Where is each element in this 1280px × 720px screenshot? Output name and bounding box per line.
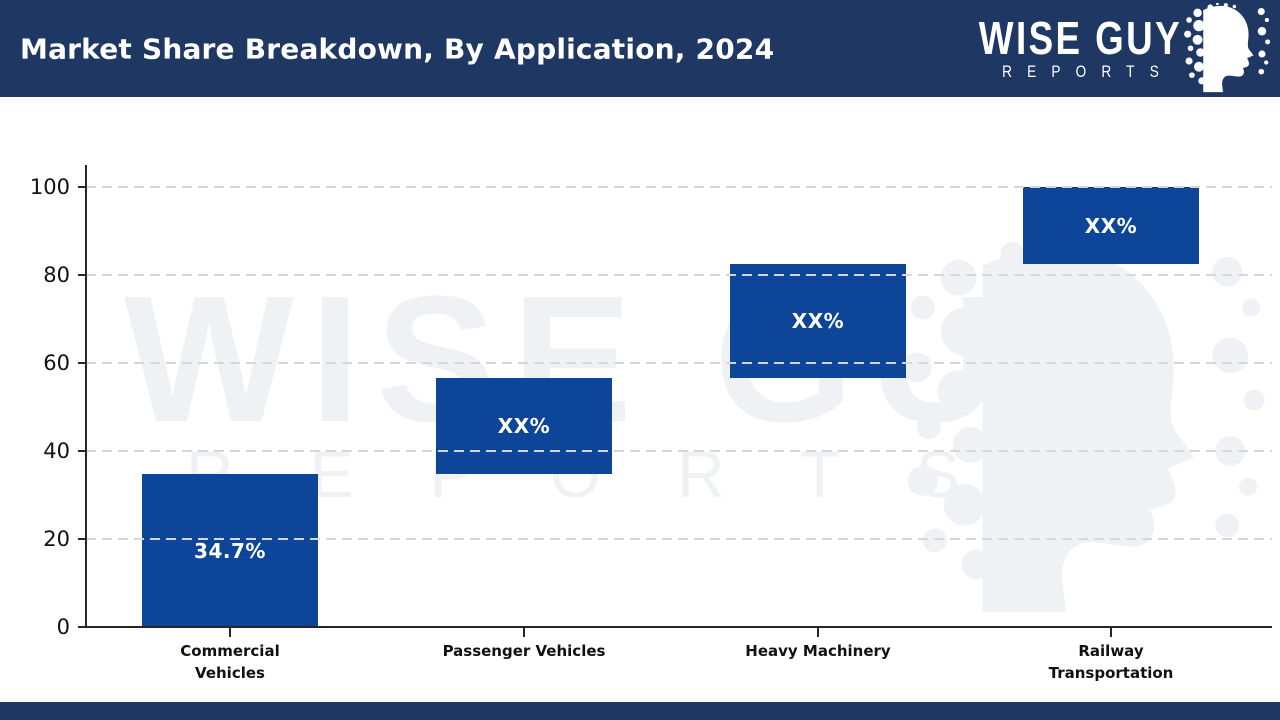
bar-value-label: XX% <box>1084 213 1138 238</box>
y-tick-mark <box>78 186 86 188</box>
bar-segment: XX% <box>1023 187 1199 264</box>
bar-segment: 34.7% <box>142 474 318 627</box>
gridline-80 <box>86 274 1272 276</box>
watermark-face-icon <box>901 236 1265 613</box>
y-tick-label: 80 <box>43 263 70 287</box>
chart-title: Market Share Breakdown, By Application, … <box>20 32 775 65</box>
logo-face-icon <box>1184 2 1271 92</box>
gridline-100 <box>86 186 1272 188</box>
x-category-label: Railway Transportation <box>1048 642 1174 682</box>
bar-segment: XX% <box>436 377 612 475</box>
x-tick-mark <box>523 628 525 637</box>
logo-text: WISE GUY REPORTS <box>979 15 1182 82</box>
bar-value-label: XX% <box>497 414 551 439</box>
y-tick-label: 40 <box>43 439 70 463</box>
x-category-label: Heavy Machinery <box>745 642 891 660</box>
wiseguy-logo: WISE GUY REPORTS <box>928 2 1274 95</box>
bar-value-label: XX% <box>791 308 845 333</box>
logo-wordmark: WISE GUY <box>978 12 1182 64</box>
y-tick-mark <box>78 362 86 364</box>
x-tick-mark <box>229 628 231 637</box>
bar-value-label: 34.7% <box>194 538 266 563</box>
y-tick-mark <box>78 450 86 452</box>
x-tick-mark <box>817 628 819 637</box>
y-tick-label: 0 <box>56 615 70 639</box>
y-tick-mark <box>78 626 86 628</box>
header-bar: Market Share Breakdown, By Application, … <box>0 0 1280 97</box>
bar-segment: XX% <box>730 264 906 378</box>
y-tick-mark <box>78 274 86 276</box>
x-axis-line <box>85 626 1272 628</box>
gridline-40 <box>86 450 1272 452</box>
y-tick-label: 20 <box>43 527 70 551</box>
x-category-label: Commercial Vehicles <box>180 642 280 682</box>
y-tick-mark <box>78 538 86 540</box>
x-tick-mark <box>1110 628 1112 637</box>
gridline-20 <box>86 538 1272 540</box>
y-tick-label: 60 <box>43 351 70 375</box>
footer-bar <box>0 702 1280 720</box>
gridline-60 <box>86 362 1272 364</box>
y-tick-label: 100 <box>29 175 70 199</box>
x-category-label: Passenger Vehicles <box>442 642 606 660</box>
logo-subtext: REPORTS <box>1002 62 1174 81</box>
y-axis-line <box>85 165 87 628</box>
